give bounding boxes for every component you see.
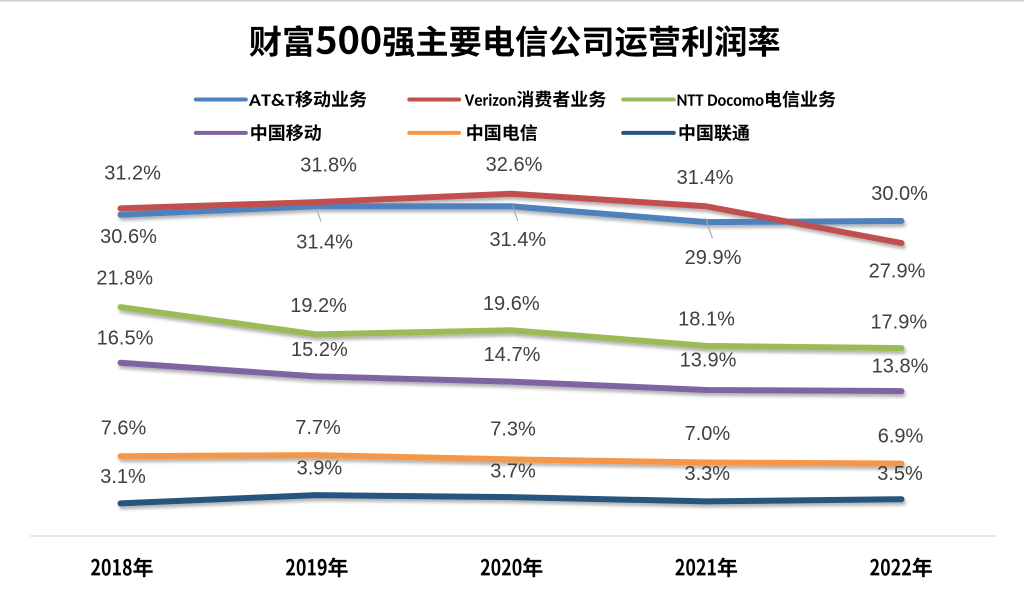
- svg-text:31.8%: 31.8%: [300, 154, 357, 176]
- svg-text:30.0%: 30.0%: [871, 183, 928, 205]
- svg-text:15.2%: 15.2%: [291, 339, 348, 361]
- svg-text:7.7%: 7.7%: [295, 417, 341, 439]
- svg-text:7.3%: 7.3%: [490, 418, 536, 440]
- svg-text:16.5%: 16.5%: [97, 328, 154, 350]
- svg-text:31.4%: 31.4%: [296, 231, 353, 253]
- svg-text:7.0%: 7.0%: [685, 423, 731, 445]
- svg-text:3.5%: 3.5%: [877, 463, 923, 485]
- svg-text:3.1%: 3.1%: [100, 466, 146, 488]
- svg-text:13.8%: 13.8%: [872, 356, 929, 378]
- svg-text:14.7%: 14.7%: [484, 344, 541, 366]
- svg-text:27.9%: 27.9%: [869, 260, 926, 282]
- svg-text:31.2%: 31.2%: [104, 163, 161, 185]
- svg-text:21.8%: 21.8%: [96, 268, 153, 290]
- svg-text:3.7%: 3.7%: [490, 461, 536, 483]
- svg-text:30.6%: 30.6%: [100, 226, 157, 248]
- svg-text:18.1%: 18.1%: [678, 309, 735, 331]
- svg-text:19.6%: 19.6%: [483, 293, 540, 315]
- svg-text:29.9%: 29.9%: [685, 247, 742, 269]
- svg-text:19.2%: 19.2%: [290, 295, 347, 317]
- svg-text:3.3%: 3.3%: [685, 463, 731, 485]
- svg-text:31.4%: 31.4%: [677, 167, 734, 189]
- svg-text:17.9%: 17.9%: [870, 311, 927, 333]
- svg-text:6.9%: 6.9%: [878, 426, 924, 448]
- svg-text:7.6%: 7.6%: [101, 417, 147, 439]
- svg-text:13.9%: 13.9%: [680, 350, 737, 372]
- svg-text:3.9%: 3.9%: [297, 458, 343, 480]
- svg-text:32.6%: 32.6%: [486, 154, 543, 176]
- svg-text:31.4%: 31.4%: [489, 229, 546, 251]
